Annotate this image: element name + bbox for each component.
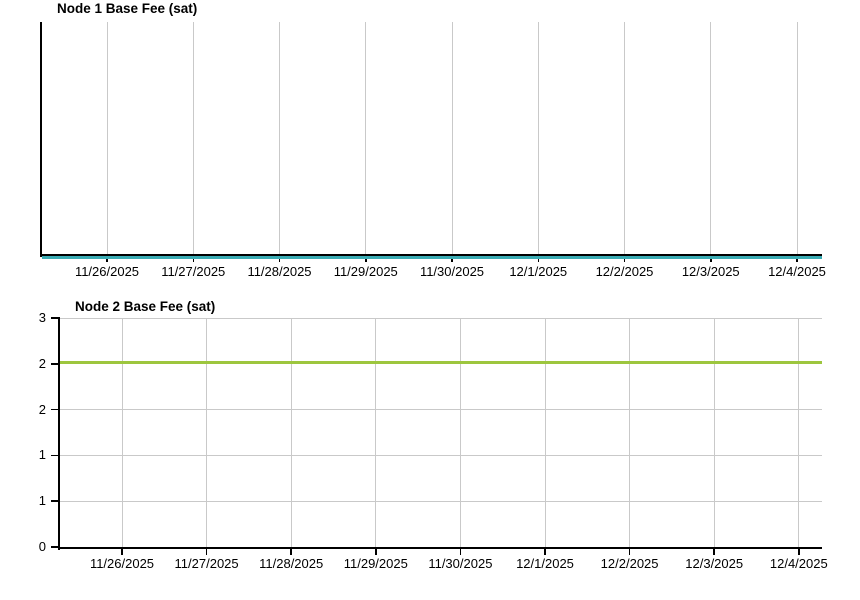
x-tick-mark <box>205 549 208 555</box>
x-tick-mark <box>544 549 546 555</box>
gridline-horizontal <box>60 454 822 456</box>
x-tick-mark <box>121 549 123 555</box>
x-axis-label: 11/27/2025 <box>174 556 239 571</box>
y-tick-mark <box>51 500 60 502</box>
x-axis-label: 11/30/2025 <box>419 264 485 279</box>
x-axis-label: 12/3/2025 <box>685 556 744 571</box>
x-axis-label: 11/29/2025 <box>333 264 398 279</box>
chart-node1-title: Node 1 Base Fee (sat) <box>57 1 198 16</box>
gridline-vertical <box>192 22 194 255</box>
x-tick-mark <box>459 549 462 555</box>
x-axis-label: 12/4/2025 <box>768 264 826 279</box>
gridline-vertical <box>710 22 712 255</box>
x-axis-label: 11/29/2025 <box>343 556 408 571</box>
gridline-horizontal <box>60 409 822 411</box>
x-axis-label: 12/3/2025 <box>681 264 740 279</box>
x-axis-line <box>40 254 822 256</box>
y-tick-mark <box>51 363 60 365</box>
y-axis-label: 3 <box>38 310 46 325</box>
gridline-horizontal <box>60 363 822 365</box>
x-tick-mark <box>537 256 539 262</box>
x-tick-mark <box>623 256 626 262</box>
x-tick-mark <box>798 549 800 555</box>
x-tick-mark <box>628 549 631 555</box>
x-axis-label: 11/28/2025 <box>247 264 312 279</box>
y-tick-mark <box>51 546 60 548</box>
x-axis-label: 11/30/2025 <box>428 556 493 571</box>
gridline-vertical <box>796 22 798 255</box>
x-tick-mark <box>290 549 292 555</box>
chart-node2-title: Node 2 Base Fee (sat) <box>75 299 216 314</box>
x-tick-mark <box>713 549 715 555</box>
gridline-vertical <box>624 22 625 255</box>
x-tick-mark <box>710 256 712 262</box>
x-axis-label: 12/4/2025 <box>769 556 828 571</box>
gridline-vertical <box>459 318 461 548</box>
gridline-vertical <box>629 318 631 548</box>
y-tick-mark <box>51 317 60 319</box>
y-axis-label: 1 <box>38 447 46 463</box>
gridline-vertical <box>279 22 280 255</box>
gridline-vertical <box>544 318 546 548</box>
gridline-vertical <box>365 22 367 255</box>
x-tick-mark <box>375 549 377 555</box>
x-axis-label: 12/1/2025 <box>509 264 568 279</box>
x-axis-label: 11/27/2025 <box>161 264 226 279</box>
gridline-vertical <box>798 318 800 548</box>
x-axis-label: 11/26/2025 <box>89 556 155 571</box>
x-tick-mark <box>365 256 367 262</box>
gridline-vertical <box>537 22 539 255</box>
x-tick-mark <box>192 256 194 262</box>
x-axis-label: 12/2/2025 <box>595 264 654 279</box>
gridline-vertical <box>290 318 292 548</box>
series-line <box>60 361 822 364</box>
x-axis-label: 11/28/2025 <box>259 556 324 571</box>
gridline-vertical <box>121 318 123 548</box>
series-line <box>42 253 822 259</box>
gridline-horizontal <box>60 500 822 502</box>
y-tick-mark <box>51 408 60 411</box>
y-axis-line <box>40 22 42 257</box>
gridline-vertical <box>106 22 108 255</box>
gridline-horizontal <box>60 317 822 319</box>
y-axis-label: 0 <box>38 539 46 554</box>
y-axis-label: 2 <box>38 355 46 371</box>
y-tick-mark <box>51 454 60 457</box>
y-axis-label: 2 <box>38 401 46 417</box>
gridline-vertical <box>206 318 208 548</box>
x-tick-mark <box>106 256 108 262</box>
gridline-vertical <box>375 318 377 548</box>
x-axis-line <box>58 547 822 549</box>
x-tick-mark <box>278 256 281 262</box>
x-axis-label: 12/1/2025 <box>516 556 574 571</box>
gridline-vertical <box>713 318 715 548</box>
gridline-vertical <box>451 22 453 255</box>
y-axis-line <box>58 318 60 550</box>
x-axis-label: 11/26/2025 <box>74 264 140 279</box>
x-tick-mark <box>796 256 798 262</box>
x-tick-mark <box>451 256 453 262</box>
y-axis-label: 1 <box>38 493 46 509</box>
x-axis-label: 12/2/2025 <box>600 556 659 571</box>
